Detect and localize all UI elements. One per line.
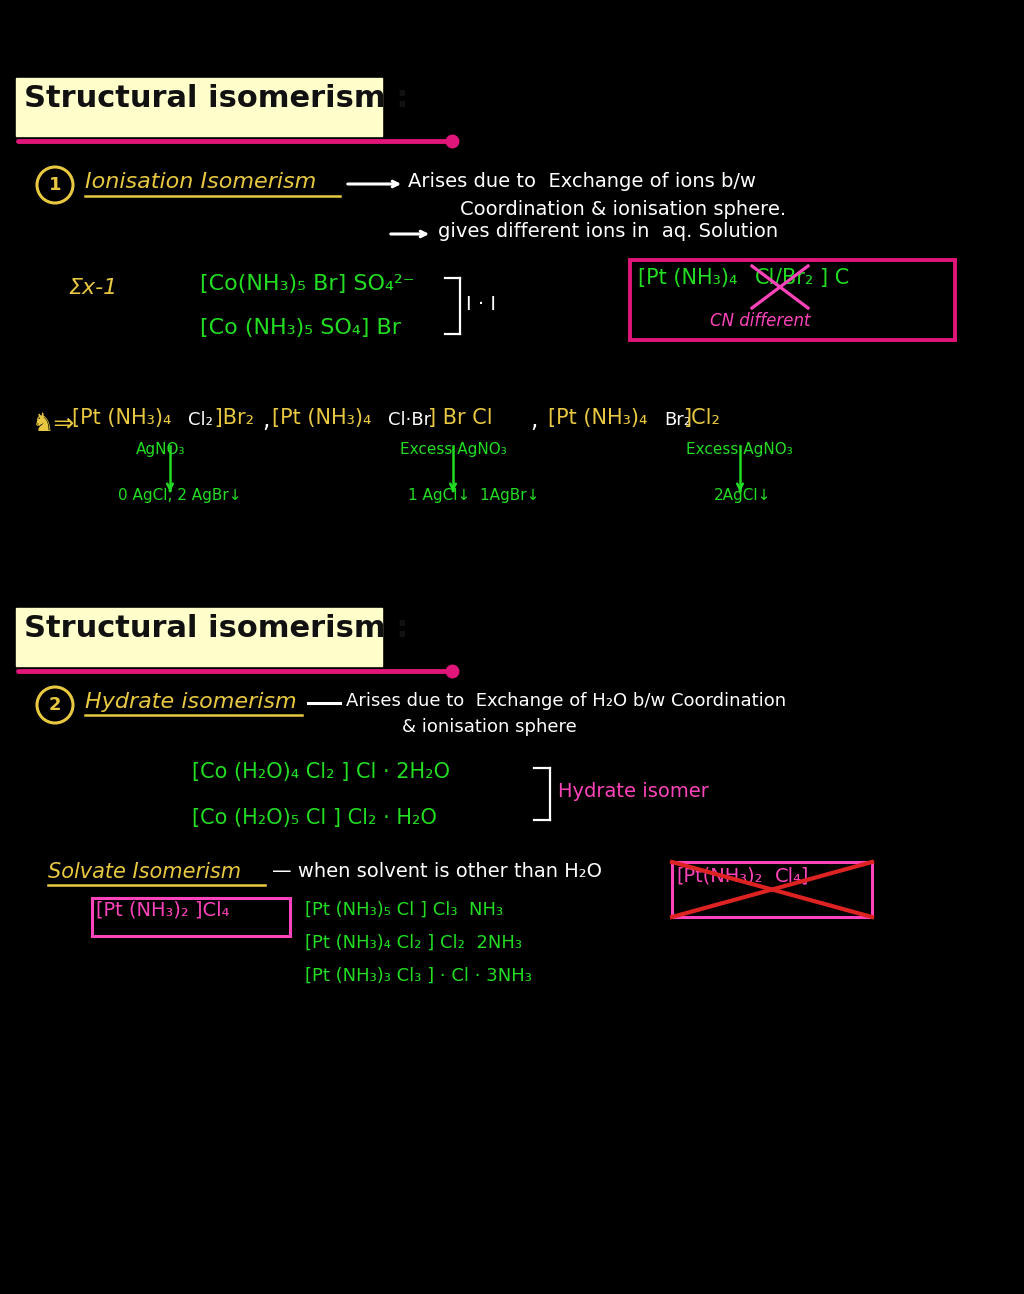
Text: ]Cl₂: ]Cl₂ xyxy=(684,408,721,428)
Text: Hydrate isomerism: Hydrate isomerism xyxy=(85,692,297,712)
Text: ]Br₂: ]Br₂ xyxy=(208,408,254,428)
Text: Ionisation Isomerism: Ionisation Isomerism xyxy=(85,172,316,192)
Text: gives different ions in  aq. Solution: gives different ions in aq. Solution xyxy=(438,223,778,241)
Text: Cl·Br: Cl·Br xyxy=(388,411,431,430)
FancyBboxPatch shape xyxy=(16,608,382,666)
Text: Excess AgNO₃: Excess AgNO₃ xyxy=(686,443,793,457)
Text: Cl₄]: Cl₄] xyxy=(775,866,809,885)
Text: Coordination & ionisation sphere.: Coordination & ionisation sphere. xyxy=(460,201,786,219)
Text: [Pt (NH₃)₄: [Pt (NH₃)₄ xyxy=(638,268,737,289)
Text: Arises due to  Exchange of ions b/w: Arises due to Exchange of ions b/w xyxy=(408,172,756,192)
Text: [Pt (NH₃)₄: [Pt (NH₃)₄ xyxy=(272,408,372,428)
Text: [Co (H₂O)₅ Cl ] Cl₂ · H₂O: [Co (H₂O)₅ Cl ] Cl₂ · H₂O xyxy=(193,807,437,828)
Text: Solvate Isomerism: Solvate Isomerism xyxy=(48,862,241,883)
Text: [Co(NH₃)₅ Br] SO₄²⁻: [Co(NH₃)₅ Br] SO₄²⁻ xyxy=(200,274,415,294)
Text: 0 AgCl, 2 AgBr↓: 0 AgCl, 2 AgBr↓ xyxy=(118,488,242,503)
Text: 2AgCl↓: 2AgCl↓ xyxy=(714,488,771,503)
Text: Hydrate isomer: Hydrate isomer xyxy=(558,782,709,801)
Text: 1: 1 xyxy=(49,176,61,194)
Text: & ionisation sphere: & ionisation sphere xyxy=(402,718,577,736)
Text: ♞⇒: ♞⇒ xyxy=(32,411,76,436)
Text: [Pt (NH₃)₅ Cl ] Cl₃  NH₃: [Pt (NH₃)₅ Cl ] Cl₃ NH₃ xyxy=(305,901,503,919)
Text: 1 AgCl↓  1AgBr↓: 1 AgCl↓ 1AgBr↓ xyxy=(408,488,540,503)
Bar xyxy=(92,898,290,936)
Bar xyxy=(630,260,955,340)
Text: [Pt(NH₃)₂: [Pt(NH₃)₂ xyxy=(676,866,763,885)
Text: [Pt (NH₃)₃ Cl₃ ] · Cl · 3NH₃: [Pt (NH₃)₃ Cl₃ ] · Cl · 3NH₃ xyxy=(305,967,531,985)
Text: [Pt (NH₃)₄: [Pt (NH₃)₄ xyxy=(548,408,647,428)
Text: [Pt (NH₃)₄: [Pt (NH₃)₄ xyxy=(72,408,171,428)
Text: ,: , xyxy=(530,408,538,432)
Text: /Br₂ ] C: /Br₂ ] C xyxy=(775,268,849,289)
Text: [Pt (NH₃)₂ ]Cl₄: [Pt (NH₃)₂ ]Cl₄ xyxy=(96,901,229,920)
Bar xyxy=(672,862,872,917)
Text: Σx-1: Σx-1 xyxy=(68,278,118,298)
Text: Cl: Cl xyxy=(755,268,775,289)
Text: Structural isomerism :: Structural isomerism : xyxy=(24,84,409,113)
FancyBboxPatch shape xyxy=(16,78,382,136)
Text: [Pt (NH₃)₄ Cl₂ ] Cl₂  2NH₃: [Pt (NH₃)₄ Cl₂ ] Cl₂ 2NH₃ xyxy=(305,934,522,952)
Text: Br₂: Br₂ xyxy=(664,411,691,430)
Text: 2: 2 xyxy=(49,696,61,714)
Text: [Co (H₂O)₄ Cl₂ ] Cl · 2H₂O: [Co (H₂O)₄ Cl₂ ] Cl · 2H₂O xyxy=(193,762,450,782)
Text: Cl₂: Cl₂ xyxy=(188,411,213,430)
Text: CN different: CN different xyxy=(710,312,811,330)
Text: Structural isomerism :: Structural isomerism : xyxy=(24,613,409,643)
Text: ] Br Cl: ] Br Cl xyxy=(428,408,493,428)
Text: — when solvent is other than H₂O: — when solvent is other than H₂O xyxy=(272,862,602,881)
Text: AgNO₃: AgNO₃ xyxy=(136,443,185,457)
Text: ,: , xyxy=(262,408,269,432)
Text: Arises due to  Exchange of H₂O b/w Coordination: Arises due to Exchange of H₂O b/w Coordi… xyxy=(346,692,786,710)
Text: [Co (NH₃)₅ SO₄] Br: [Co (NH₃)₅ SO₄] Br xyxy=(200,318,401,338)
Text: Excess AgNO₃: Excess AgNO₃ xyxy=(400,443,507,457)
Text: I · I: I · I xyxy=(466,295,496,314)
